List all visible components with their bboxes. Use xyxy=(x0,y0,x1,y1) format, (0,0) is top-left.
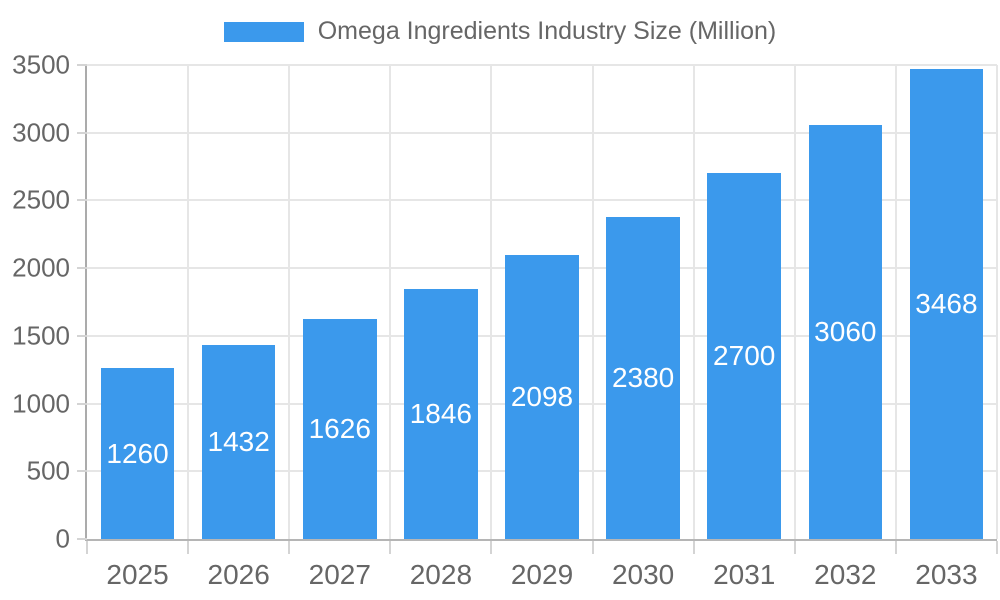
x-axis-tick-mark xyxy=(894,541,897,554)
bar-2033[interactable]: 3468 xyxy=(909,69,984,539)
x-axis-tick-label: 2029 xyxy=(510,559,574,590)
x-axis-tick-label: 2025 xyxy=(106,559,169,590)
x-axis-tick-label: 2026 xyxy=(207,559,270,590)
y-axis-tick-label: 1000 xyxy=(12,388,70,419)
x-axis-tick-mark xyxy=(187,541,190,554)
bar-value-label: 1626 xyxy=(308,412,371,444)
y-axis-tick-label: 3000 xyxy=(12,117,70,148)
plot-area: 1260 1432 1626 1846 2098 2380 2700 3060 3468 xyxy=(85,64,998,541)
v-gridline xyxy=(490,65,493,539)
bar-2025[interactable]: 1260 xyxy=(100,368,175,539)
y-axis-tick-label: 1500 xyxy=(12,320,70,351)
bar-2029[interactable]: 2098 xyxy=(505,254,579,539)
bar-2031[interactable]: 2700 xyxy=(707,173,781,539)
bar-2030[interactable]: 2380 xyxy=(606,216,680,539)
x-axis-tick-mark xyxy=(490,541,493,554)
y-axis-tick-mark xyxy=(77,402,87,405)
v-gridline xyxy=(389,65,392,539)
y-axis-tick-mark xyxy=(77,267,87,270)
x-axis-tick-mark xyxy=(692,541,695,554)
x-axis-tick-mark xyxy=(86,541,88,554)
bar-value-label: 2380 xyxy=(611,361,675,393)
y-axis-tick-mark xyxy=(77,538,87,540)
y-axis-tick-label: 0 xyxy=(55,523,70,554)
h-gridline xyxy=(87,199,997,202)
bar-2028[interactable]: 1846 xyxy=(404,289,478,539)
v-gridline xyxy=(187,65,190,539)
x-axis-tick-label: 2027 xyxy=(308,559,371,590)
legend-swatch xyxy=(223,21,304,42)
x-axis-tick-mark xyxy=(389,541,392,554)
x-axis-tick-label: 2030 xyxy=(611,559,675,590)
v-gridline xyxy=(692,65,695,539)
bar-value-label: 3468 xyxy=(915,288,978,320)
y-axis-tick-label: 500 xyxy=(26,455,70,486)
x-axis-tick-label: 2033 xyxy=(915,559,978,590)
bar-value-label: 1260 xyxy=(106,437,169,469)
y-axis-tick-mark xyxy=(77,199,87,202)
bar-value-label: 3060 xyxy=(814,315,877,347)
x-axis-tick-mark xyxy=(288,541,291,554)
bar-2026[interactable]: 1432 xyxy=(201,345,276,539)
x-axis-tick-mark xyxy=(591,541,594,554)
v-gridline xyxy=(288,65,291,539)
bar-2027[interactable]: 1626 xyxy=(303,318,377,539)
y-axis-tick-mark xyxy=(77,470,87,473)
x-axis-tick-label: 2032 xyxy=(814,559,877,590)
x-axis-tick-mark xyxy=(996,541,998,554)
h-gridline xyxy=(87,131,997,134)
x-axis-tick-mark xyxy=(793,541,796,554)
y-axis-tick-label: 2500 xyxy=(12,184,70,215)
v-gridline xyxy=(591,65,594,539)
y-axis-tick-mark xyxy=(77,64,87,66)
v-gridline xyxy=(996,65,998,539)
y-axis-tick-mark xyxy=(77,131,87,134)
y-axis-tick-label: 3500 xyxy=(12,49,70,80)
v-gridline xyxy=(793,65,796,539)
x-axis-tick-label: 2031 xyxy=(713,559,776,590)
v-gridline xyxy=(894,65,897,539)
bar-value-label: 1432 xyxy=(207,426,270,458)
bar-value-label: 1846 xyxy=(409,398,473,429)
y-axis-tick-mark xyxy=(77,334,87,337)
x-axis-tick-label: 2028 xyxy=(409,559,473,590)
legend-label: Omega Ingredients Industry Size (Million… xyxy=(317,17,777,45)
bar-value-label: 2098 xyxy=(510,380,574,412)
legend[interactable]: Omega Ingredients Industry Size (Million… xyxy=(0,17,1000,46)
bar-value-label: 2700 xyxy=(713,340,776,372)
y-axis-tick-label: 2000 xyxy=(12,252,70,283)
h-gridline xyxy=(87,64,997,66)
bar-2032[interactable]: 3060 xyxy=(808,124,883,539)
